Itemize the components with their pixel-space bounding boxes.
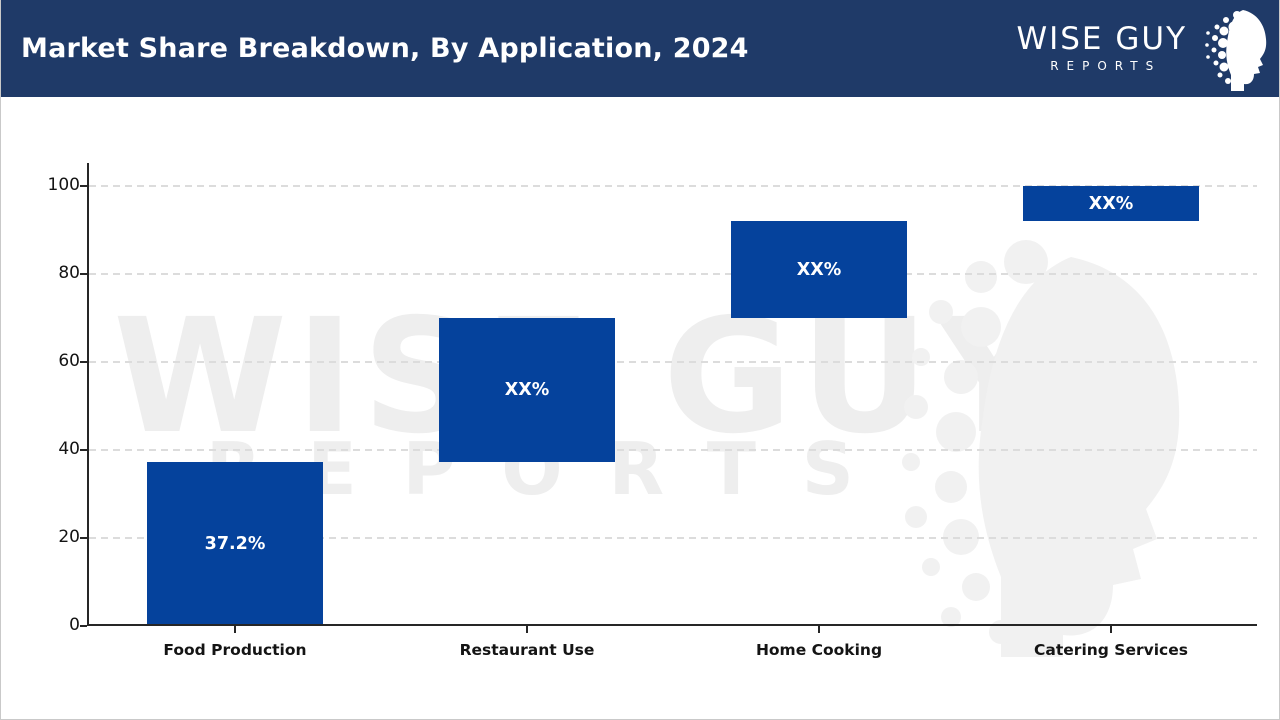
- bar-segment-food-production: 37.2%: [147, 462, 323, 626]
- y-gridline: [89, 537, 1257, 539]
- x-axis-line: [87, 624, 1257, 626]
- bar-value-label: 37.2%: [204, 534, 266, 555]
- x-tick-mark: [1110, 626, 1112, 633]
- x-category-label: Restaurant Use: [459, 641, 595, 659]
- bar-value-label: XX%: [504, 380, 550, 401]
- header-bar: Market Share Breakdown, By Application, …: [1, 0, 1279, 97]
- brand-subtitle: REPORTS: [1050, 59, 1162, 73]
- x-tick-mark: [818, 626, 820, 633]
- watermark-face-icon: [902, 240, 1180, 657]
- y-tick-label: 40: [58, 439, 80, 459]
- bar-segment-home-cooking: XX%: [731, 221, 907, 318]
- y-tick-mark: [80, 625, 87, 627]
- bar-value-label: XX%: [796, 259, 842, 280]
- y-tick-label: 0: [69, 615, 80, 635]
- y-gridline: [89, 185, 1257, 187]
- y-tick-label: 20: [58, 527, 80, 547]
- y-axis-line: [87, 163, 89, 626]
- y-tick-mark: [80, 537, 87, 539]
- x-category-label: Catering Services: [1034, 641, 1188, 659]
- bar-segment-catering-services: XX%: [1023, 186, 1199, 222]
- x-tick-mark: [234, 626, 236, 633]
- y-tick-mark: [80, 449, 87, 451]
- plot-region: 0 20 40 60 80 100 Food Production 37.2% Restaura…: [48, 163, 1257, 659]
- y-gridline: [89, 273, 1257, 275]
- y-tick-mark: [80, 273, 87, 275]
- y-tick-label: 100: [47, 175, 80, 195]
- y-gridline: [89, 449, 1257, 451]
- y-tick-mark: [80, 185, 87, 187]
- y-tick-label: 80: [58, 263, 80, 283]
- brand-logo: WISE GUY REPORTS: [1016, 0, 1267, 97]
- x-category-label: Food Production: [163, 641, 307, 659]
- bar-value-label: XX%: [1088, 193, 1134, 214]
- brand-logo-text: WISE GUY REPORTS: [1016, 21, 1187, 74]
- y-tick-label: 60: [58, 351, 80, 371]
- x-tick-mark: [526, 626, 528, 633]
- y-gridline: [89, 361, 1257, 363]
- y-tick-mark: [80, 361, 87, 363]
- brand-face-icon: [1205, 9, 1267, 91]
- page-title: Market Share Breakdown, By Application, …: [21, 33, 749, 64]
- bar-segment-restaurant-use: XX%: [439, 318, 615, 463]
- x-category-label: Home Cooking: [755, 641, 883, 659]
- chart-area: WISE GUY REPORTS 0 20 40 60 80 100 Food Produc…: [1, 97, 1279, 717]
- brand-name: WISE GUY: [1016, 21, 1187, 57]
